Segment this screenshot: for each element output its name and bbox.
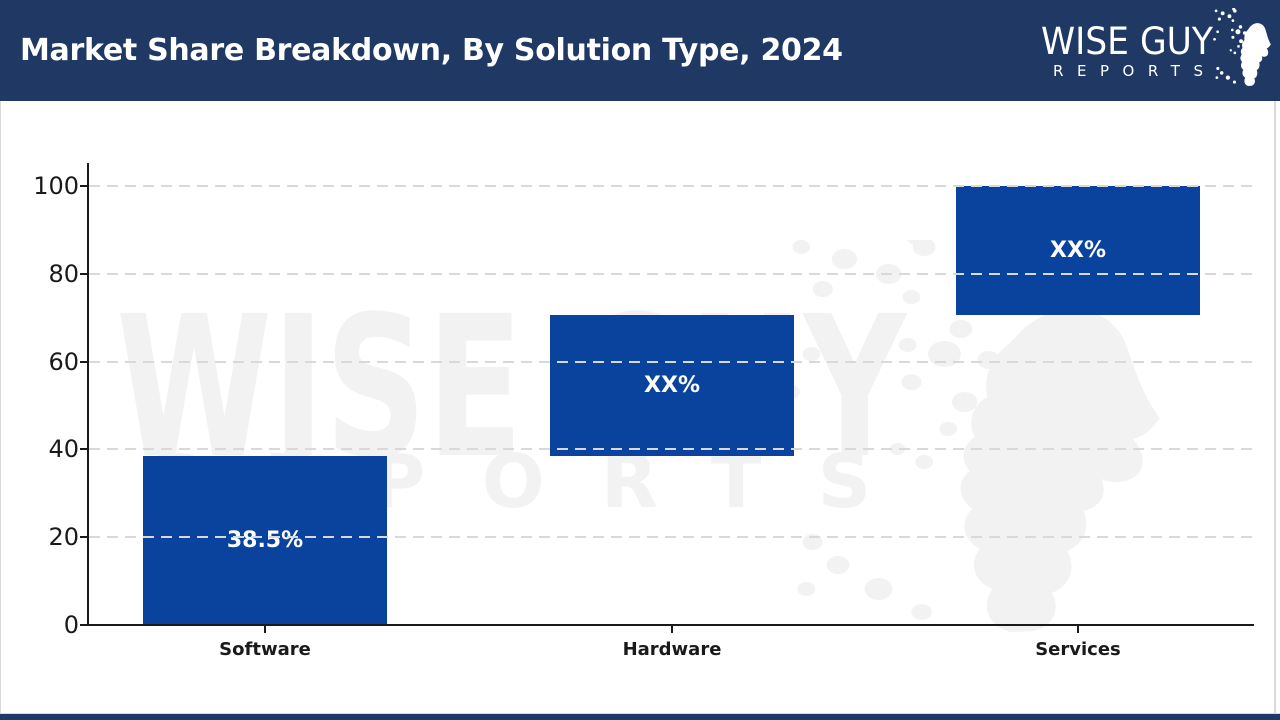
chart-title: Market Share Breakdown, By Solution Type… — [20, 33, 843, 68]
y-tick-label-0: 0 — [63, 611, 79, 639]
x-tick-hardware — [671, 626, 673, 633]
y-axis-spine — [87, 163, 89, 626]
bar-value-label: XX% — [644, 372, 700, 398]
bar-software: 38.5% — [143, 455, 387, 625]
logo-subtext: REPORTS — [1053, 62, 1203, 80]
gridline-80 — [89, 272, 1254, 275]
y-tick-100 — [80, 185, 87, 187]
chart-area: WISE GUY REPORTS 38.5%XX%XX%020406080100… — [0, 101, 1280, 714]
bar-services: XX% — [956, 186, 1200, 315]
logo-wordmark: WISE GUY — [1041, 20, 1213, 63]
x-tick-software — [264, 626, 266, 633]
footer-bar — [0, 714, 1280, 720]
header-bar: Market Share Breakdown, By Solution Type… — [0, 0, 1280, 101]
bar-value-label: 38.5% — [226, 527, 304, 553]
x-category-label-hardware: Hardware — [622, 639, 722, 660]
x-tick-services — [1077, 626, 1079, 633]
wise-guy-reports-logo: WISE GUY REPORTS — [1041, 8, 1271, 86]
footer-divider — [0, 713, 1280, 714]
gridline-60 — [89, 360, 1254, 363]
bar-hardware: XX% — [550, 314, 794, 456]
dotted-head-profile-icon — [1213, 8, 1271, 86]
y-tick-0 — [80, 624, 87, 626]
y-tick-80 — [80, 272, 87, 275]
bar-value-label: XX% — [1050, 237, 1106, 263]
y-tick-label-20: 20 — [48, 523, 79, 552]
gridline-40 — [89, 448, 1254, 451]
x-category-label-software: Software — [219, 639, 311, 660]
y-tick-label-40: 40 — [48, 435, 79, 464]
y-tick-40 — [80, 448, 87, 451]
y-tick-60 — [80, 360, 87, 363]
x-category-label-services: Services — [1035, 639, 1121, 660]
gridline-100 — [89, 185, 1254, 187]
y-tick-label-60: 60 — [48, 347, 79, 376]
y-tick-20 — [80, 536, 87, 539]
y-tick-label-80: 80 — [48, 259, 79, 288]
right-border — [1274, 101, 1276, 714]
gridline-20 — [89, 536, 1254, 539]
x-axis-spine — [87, 624, 1254, 626]
y-tick-label-100: 100 — [33, 172, 79, 200]
